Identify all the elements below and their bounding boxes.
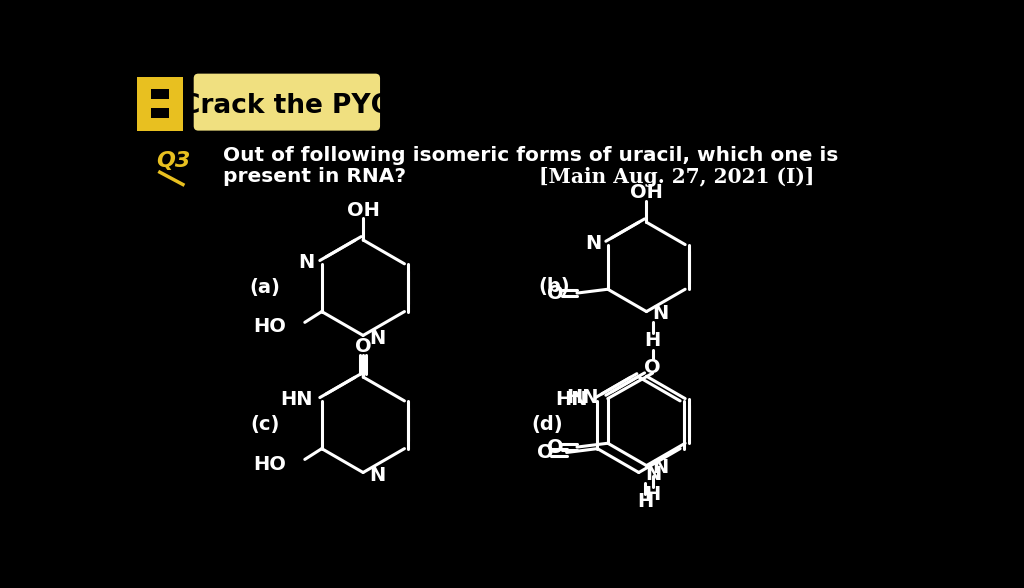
Text: N: N xyxy=(370,466,385,485)
Text: OH: OH xyxy=(630,183,663,202)
Text: N: N xyxy=(645,465,662,483)
Text: HN: HN xyxy=(566,387,599,406)
FancyBboxPatch shape xyxy=(169,76,183,131)
Text: present in RNA?: present in RNA? xyxy=(223,168,406,186)
FancyBboxPatch shape xyxy=(137,99,183,108)
Text: O: O xyxy=(354,337,372,356)
FancyBboxPatch shape xyxy=(137,118,183,131)
Text: N: N xyxy=(652,303,669,323)
Text: (a): (a) xyxy=(250,278,281,297)
Text: Q3: Q3 xyxy=(156,152,190,172)
Text: O: O xyxy=(547,283,564,303)
Text: H: H xyxy=(644,485,660,505)
Text: HO: HO xyxy=(254,318,287,336)
Text: N: N xyxy=(370,329,385,348)
Text: Crack the PYQ: Crack the PYQ xyxy=(181,92,393,118)
FancyBboxPatch shape xyxy=(137,76,183,89)
Text: (b): (b) xyxy=(539,277,570,296)
Text: H: H xyxy=(637,492,653,511)
Text: N: N xyxy=(586,233,602,252)
Text: (c): (c) xyxy=(251,415,280,435)
Text: O: O xyxy=(547,437,564,457)
Text: N: N xyxy=(298,253,314,272)
Text: N: N xyxy=(652,457,669,477)
FancyBboxPatch shape xyxy=(137,76,151,131)
Text: HO: HO xyxy=(254,455,287,473)
Text: HN: HN xyxy=(280,390,312,409)
Text: [Main Aug. 27, 2021 (I)]: [Main Aug. 27, 2021 (I)] xyxy=(539,167,814,187)
FancyBboxPatch shape xyxy=(151,89,169,99)
Text: HN: HN xyxy=(556,390,588,409)
FancyBboxPatch shape xyxy=(194,74,380,131)
Text: OH: OH xyxy=(347,201,380,220)
Text: O: O xyxy=(644,358,660,376)
Text: Out of following isomeric forms of uracil, which one is: Out of following isomeric forms of uraci… xyxy=(223,146,839,165)
FancyBboxPatch shape xyxy=(151,108,169,118)
Text: H: H xyxy=(644,331,660,350)
Text: (d): (d) xyxy=(531,415,562,435)
Text: O: O xyxy=(537,443,553,462)
